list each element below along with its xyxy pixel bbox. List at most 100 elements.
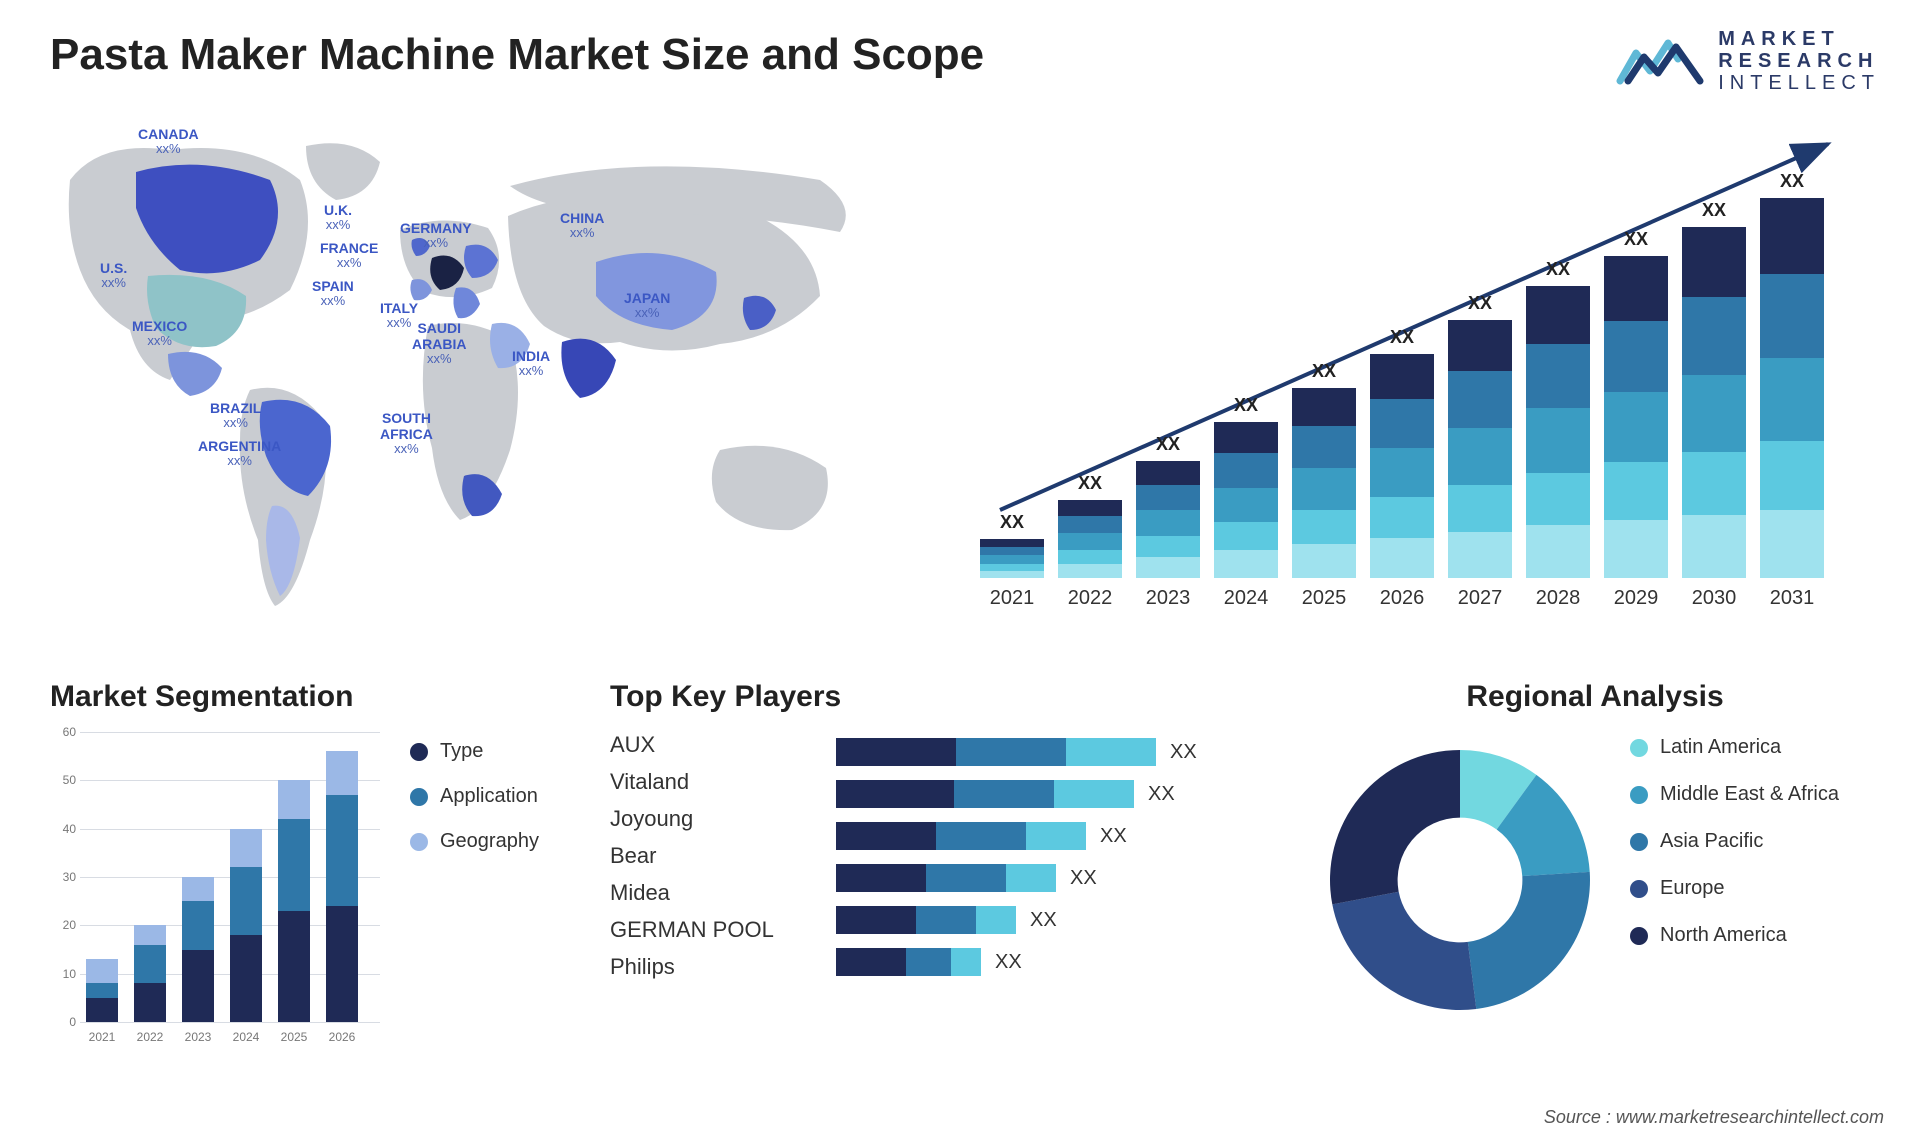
regional-legend-item: Asia Pacific: [1630, 830, 1839, 853]
player-bar-row: XX: [836, 864, 1246, 892]
growth-year-label: 2023: [1136, 587, 1200, 610]
country-label: INDIAxx%: [512, 348, 550, 379]
growth-bar: XX: [1604, 256, 1668, 578]
seg-year-label: 2026: [326, 1030, 358, 1044]
player-bar-row: XX: [836, 906, 1246, 934]
players-title: Top Key Players: [610, 680, 1250, 714]
growth-year-label: 2024: [1214, 587, 1278, 610]
segmentation-bar: [278, 780, 310, 1022]
player-bar-label: XX: [995, 951, 1022, 974]
player-bar-row: XX: [836, 780, 1246, 808]
country-label: GERMANYxx%: [400, 220, 472, 251]
growth-bar-label: XX: [1780, 171, 1804, 192]
player-bar-label: XX: [1170, 741, 1197, 764]
growth-year-label: 2031: [1760, 587, 1824, 610]
seg-ytick: 10: [63, 967, 76, 981]
country-label: SOUTHAFRICAxx%: [380, 410, 433, 457]
country-label: SPAINxx%: [312, 278, 354, 309]
growth-year-label: 2029: [1604, 587, 1668, 610]
donut-slice: [1330, 750, 1460, 904]
growth-year-label: 2025: [1292, 587, 1356, 610]
player-name: AUX: [610, 732, 790, 758]
donut-slice: [1468, 872, 1590, 1009]
player-name: Midea: [610, 880, 790, 906]
seg-year-label: 2021: [86, 1030, 118, 1044]
segmentation-bar: [134, 925, 166, 1022]
page-title: Pasta Maker Machine Market Size and Scop…: [50, 30, 984, 80]
seg-year-label: 2023: [182, 1030, 214, 1044]
growth-year-label: 2028: [1526, 587, 1590, 610]
key-players-section: Top Key Players AUX Vitaland Joyoung Bear Mi…: [610, 680, 1250, 1100]
growth-bar-label: XX: [1078, 473, 1102, 494]
growth-bar-label: XX: [1156, 434, 1180, 455]
player-bar-label: XX: [1030, 909, 1057, 932]
growth-bar: XX: [1292, 388, 1356, 578]
player-bar-row: XX: [836, 738, 1246, 766]
player-bar-label: XX: [1148, 783, 1175, 806]
country-label: U.S.xx%: [100, 260, 127, 291]
growth-year-label: 2026: [1370, 587, 1434, 610]
player-name: Vitaland: [610, 769, 790, 795]
donut-slice: [1332, 892, 1476, 1010]
growth-bar: XX: [1370, 354, 1434, 578]
growth-year-label: 2030: [1682, 587, 1746, 610]
regional-section: Regional Analysis Latin AmericaMiddle Ea…: [1310, 680, 1880, 1100]
segmentation-section: Market Segmentation 0102030405060 202120…: [50, 680, 560, 1100]
growth-bar: XX: [1214, 422, 1278, 578]
growth-bar: XX: [1448, 320, 1512, 578]
seg-ytick: 50: [63, 773, 76, 787]
world-map-svg: [40, 120, 930, 640]
growth-bar-label: XX: [1468, 293, 1492, 314]
growth-bar-label: XX: [1390, 327, 1414, 348]
regional-legend-item: North America: [1630, 924, 1839, 947]
player-name: Joyoung: [610, 806, 790, 832]
segmentation-legend-item: Application: [410, 785, 539, 808]
seg-ytick: 0: [69, 1015, 76, 1029]
segmentation-bar: [182, 877, 214, 1022]
growth-bar-label: XX: [1624, 229, 1648, 250]
player-bar-row: XX: [836, 822, 1246, 850]
country-label: MEXICOxx%: [132, 318, 187, 349]
player-name: GERMAN POOL: [610, 917, 790, 943]
seg-year-label: 2025: [278, 1030, 310, 1044]
growth-chart: XXXXXXXXXXXXXXXXXXXXXX 20212022202320242…: [980, 140, 1860, 630]
growth-year-label: 2027: [1448, 587, 1512, 610]
regional-legend-item: Europe: [1630, 877, 1839, 900]
country-label: SAUDIARABIAxx%: [412, 320, 466, 367]
player-name: Philips: [610, 954, 790, 980]
country-label: BRAZILxx%: [210, 400, 261, 431]
seg-year-label: 2024: [230, 1030, 262, 1044]
player-bar-label: XX: [1070, 867, 1097, 890]
growth-bar-label: XX: [1546, 259, 1570, 280]
player-bar-row: XX: [836, 948, 1246, 976]
regional-donut: [1310, 730, 1610, 1030]
segmentation-bar: [326, 751, 358, 1022]
seg-ytick: 60: [63, 725, 76, 739]
growth-bar-label: XX: [1000, 512, 1024, 533]
logo-text: MARKET RESEARCH INTELLECT: [1718, 28, 1880, 94]
growth-bar-label: XX: [1702, 200, 1726, 221]
logo-line1: MARKET: [1718, 28, 1880, 50]
seg-year-label: 2022: [134, 1030, 166, 1044]
growth-bar: XX: [1682, 227, 1746, 578]
country-label: FRANCExx%: [320, 240, 378, 271]
segmentation-legend-item: Type: [410, 740, 539, 763]
segmentation-legend-item: Geography: [410, 830, 539, 853]
brand-logo: MARKET RESEARCH INTELLECT: [1616, 28, 1880, 94]
country-label: CHINAxx%: [560, 210, 604, 241]
growth-bar: XX: [1058, 500, 1122, 578]
world-map-section: CANADAxx% U.S.xx%MEXICOxx% BRAZILxx% ARGENT…: [40, 120, 930, 640]
player-name: Bear: [610, 843, 790, 869]
growth-bar-label: XX: [1312, 361, 1336, 382]
country-label: CANADAxx%: [138, 126, 199, 157]
seg-ytick: 30: [63, 870, 76, 884]
segmentation-chart: 0102030405060 202120222023202420252026: [50, 732, 380, 1052]
seg-ytick: 20: [63, 918, 76, 932]
regional-legend-item: Middle East & Africa: [1630, 783, 1839, 806]
segmentation-bar: [230, 829, 262, 1022]
player-bar-label: XX: [1100, 825, 1127, 848]
growth-year-label: 2022: [1058, 587, 1122, 610]
growth-year-label: 2021: [980, 587, 1044, 610]
country-label: ARGENTINAxx%: [198, 438, 281, 469]
growth-bar-label: XX: [1234, 395, 1258, 416]
